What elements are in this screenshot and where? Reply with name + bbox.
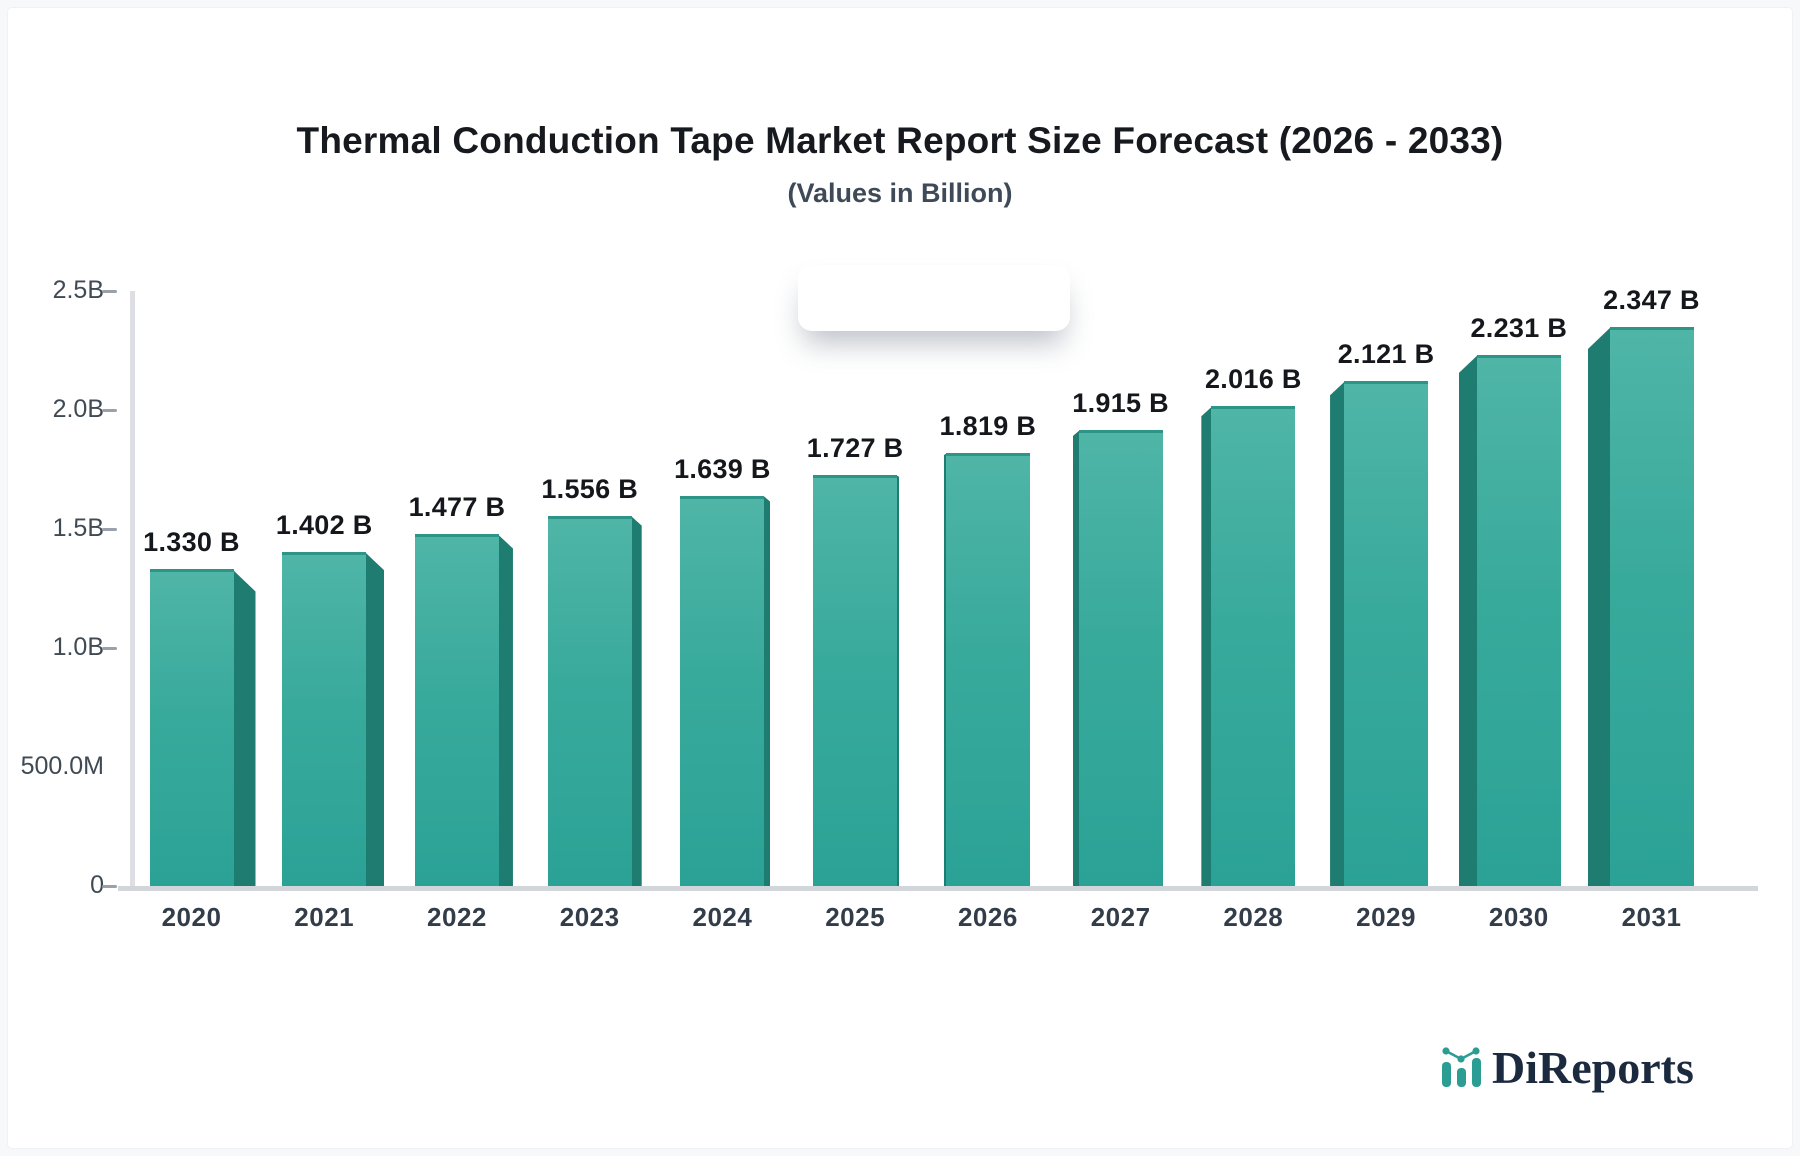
bar-2028 bbox=[1211, 406, 1296, 886]
bar-value-label: 1.727 B bbox=[806, 432, 904, 463]
bar-3d-side bbox=[1587, 327, 1611, 886]
x-axis-label: 2027 bbox=[1090, 902, 1151, 932]
x-axis-label: 2028 bbox=[1223, 902, 1284, 932]
chart-card: Thermal Conduction Tape Market Report Si… bbox=[8, 8, 1792, 1148]
bar-2027 bbox=[1078, 430, 1163, 886]
y-axis-tick bbox=[102, 647, 117, 650]
y-axis-label: 2.0B bbox=[52, 395, 104, 423]
y-axis-tick bbox=[102, 409, 117, 412]
bar-2031 bbox=[1609, 327, 1694, 886]
y-axis-label: 1.0B bbox=[52, 633, 104, 661]
x-axis-label: 2031 bbox=[1621, 902, 1682, 932]
bar-value-label: 2.121 B bbox=[1337, 339, 1435, 370]
bar-2024 bbox=[680, 495, 765, 886]
bar-3d-side bbox=[1072, 430, 1080, 886]
x-axis-label: 2025 bbox=[825, 902, 886, 932]
y-axis-tick bbox=[102, 290, 117, 293]
bar-value-label: 2.347 B bbox=[1603, 285, 1700, 316]
bar-2023 bbox=[547, 515, 632, 886]
bar-2022 bbox=[414, 534, 499, 886]
x-axis-label: 2023 bbox=[559, 902, 620, 932]
x-axis-label: 2021 bbox=[294, 902, 355, 932]
chart-title: Thermal Conduction Tape Market Report Si… bbox=[296, 120, 1504, 161]
bar-2021 bbox=[282, 552, 367, 886]
x-axis-label: 2022 bbox=[427, 902, 487, 932]
bar-3d-side bbox=[1458, 355, 1478, 886]
bar-value-label: 1.402 B bbox=[275, 510, 373, 541]
bar-value-label: 1.915 B bbox=[1072, 388, 1169, 419]
bar-3d-side bbox=[630, 515, 642, 886]
y-axis-label: 0 bbox=[90, 871, 104, 899]
bar-value-label: 1.819 B bbox=[939, 411, 1037, 442]
y-axis-tick bbox=[102, 885, 117, 888]
x-axis-label: 2026 bbox=[957, 902, 1018, 932]
x-axis-label: 2020 bbox=[161, 902, 222, 932]
direports-logo: DiReports bbox=[1436, 1042, 1694, 1094]
y-axis-label: 500.0M bbox=[20, 752, 104, 780]
x-axis-label: 2030 bbox=[1488, 902, 1549, 932]
bar-3d-side bbox=[896, 474, 900, 886]
bar-2029 bbox=[1344, 381, 1429, 886]
bar-value-label: 2.231 B bbox=[1470, 313, 1568, 344]
x-axis-line bbox=[118, 886, 1758, 891]
bar-3d-side bbox=[232, 569, 256, 886]
bar-2026 bbox=[945, 453, 1030, 886]
logo-brand-text: DiReports bbox=[1492, 1042, 1694, 1093]
bar-value-label: 2.016 B bbox=[1204, 364, 1302, 395]
y-axis-label: 2.5B bbox=[52, 276, 104, 304]
bar-3d-side bbox=[1201, 406, 1213, 886]
cagr-badge-label: CAGR: 5.30% bbox=[838, 281, 1030, 314]
bar-2025 bbox=[813, 474, 898, 886]
bar-3d-side bbox=[1330, 381, 1346, 886]
bar-3d-side bbox=[763, 495, 771, 886]
chart-subtitle: (Values in Billion) bbox=[787, 178, 1013, 208]
bar-3d-side bbox=[943, 453, 947, 886]
bar-chart-logo-icon bbox=[1442, 1047, 1481, 1087]
cagr-badge: CAGR: 5.30% bbox=[798, 265, 1070, 331]
y-axis-label: 1.5B bbox=[52, 514, 104, 542]
bar-value-label: 1.639 B bbox=[674, 453, 771, 484]
bar-2030 bbox=[1476, 355, 1561, 886]
bar-3d-side bbox=[365, 552, 385, 886]
x-axis-label: 2029 bbox=[1356, 902, 1416, 932]
bar-value-label: 1.556 B bbox=[541, 473, 639, 504]
y-axis-line bbox=[130, 291, 135, 886]
bar-2020 bbox=[149, 569, 234, 886]
bar-value-label: 1.477 B bbox=[408, 492, 506, 523]
y-axis-tick bbox=[102, 528, 117, 531]
bar-value-label: 1.330 B bbox=[143, 527, 240, 558]
x-axis-label: 2024 bbox=[692, 902, 753, 932]
bar-3d-side bbox=[497, 534, 513, 886]
